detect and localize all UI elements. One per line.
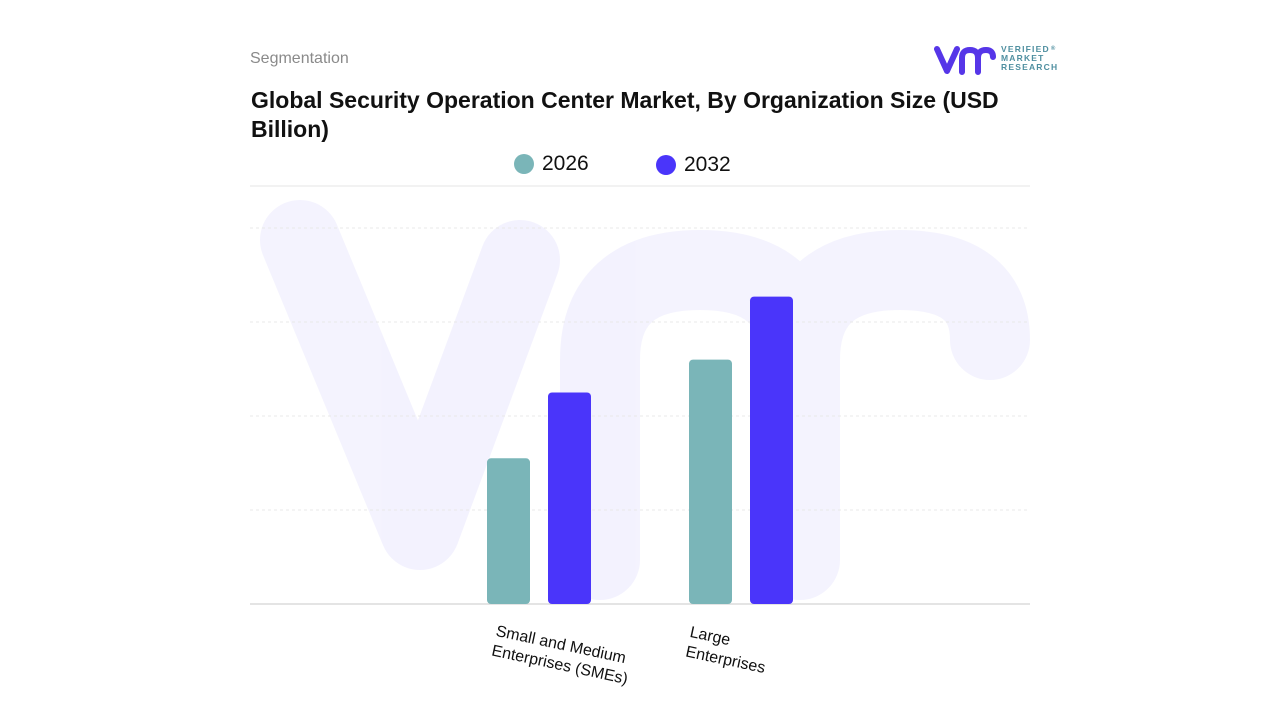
bars <box>487 296 793 604</box>
logo-line3: RESEARCH <box>1001 62 1059 72</box>
legend-swatch-2032 <box>656 155 676 175</box>
gridlines <box>250 185 1030 605</box>
bar-2032-smes <box>548 392 591 604</box>
logo-wordmark: VERIFIED® MARKET RESEARCH <box>1001 45 1058 72</box>
legend-label-2032: 2032 <box>684 153 731 176</box>
vmr-logo: VERIFIED® MARKET RESEARCH <box>934 43 1064 77</box>
legend-swatch-2026 <box>514 154 534 174</box>
section-label: Segmentation <box>250 50 349 67</box>
bar-2026-large-enterprises <box>689 359 732 604</box>
logo-line1: VERIFIED <box>1001 44 1050 54</box>
registered-mark: ® <box>1050 46 1056 52</box>
legend-label-2026: 2026 <box>542 152 589 175</box>
chart-title: Global Security Operation Center Market,… <box>251 87 999 142</box>
vmr-watermark <box>260 200 1030 600</box>
bar-2026-smes <box>487 458 530 604</box>
legend-item-2026: 2026 <box>514 152 589 176</box>
bar-2032-large-enterprises <box>750 296 793 604</box>
vmr-logo-mark-icon <box>934 46 996 75</box>
logo-line2: MARKET <box>1001 53 1045 63</box>
legend-item-2032: 2032 <box>656 153 731 177</box>
